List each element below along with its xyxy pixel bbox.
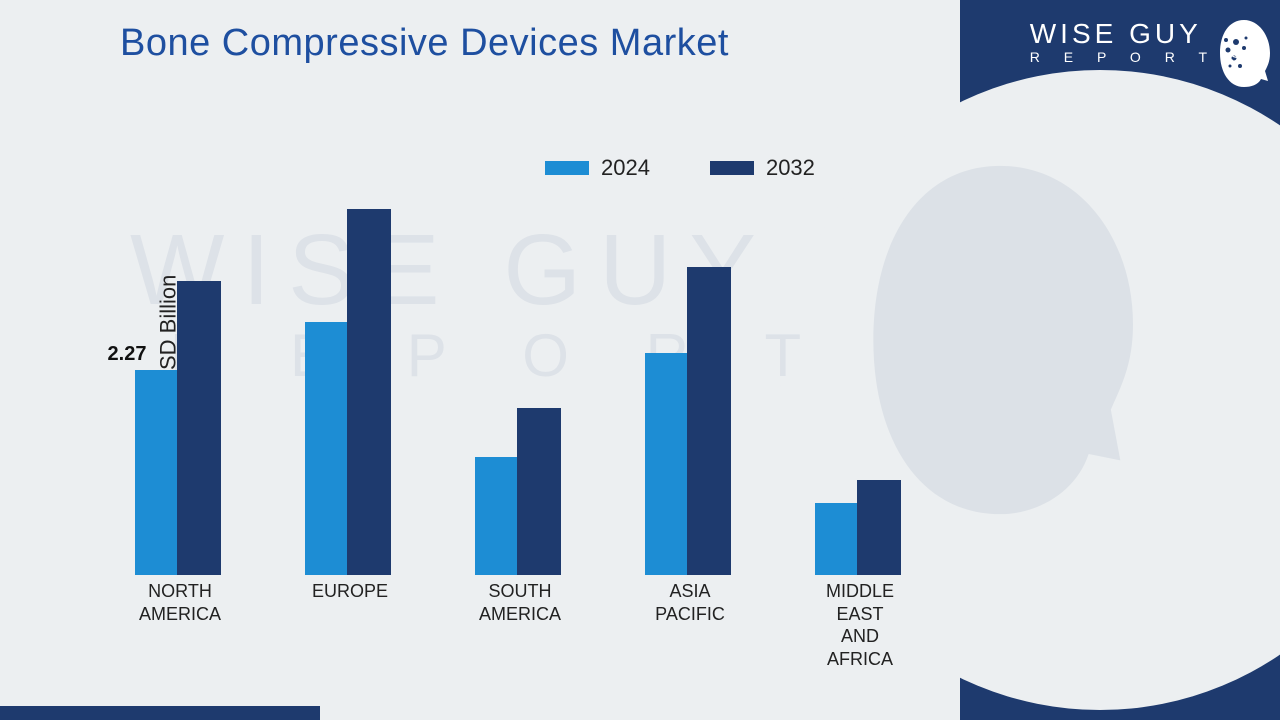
legend-label-2024: 2024 xyxy=(601,155,650,181)
bar-series-a xyxy=(815,503,859,575)
bottom-accent-bar xyxy=(0,706,320,720)
chart-plot-area: 2.27 xyxy=(105,195,935,575)
bar-series-b xyxy=(347,209,391,575)
bar-series-b xyxy=(857,480,901,575)
bar-series-a xyxy=(305,322,349,575)
bar-series-b xyxy=(517,408,561,575)
legend: 2024 2032 xyxy=(545,155,815,181)
legend-item-2032: 2032 xyxy=(710,155,815,181)
legend-swatch-2024 xyxy=(545,161,589,175)
bar-series-a xyxy=(135,370,179,575)
legend-item-2024: 2024 xyxy=(545,155,650,181)
chart-title: Bone Compressive Devices Market xyxy=(120,22,729,65)
category-label: MIDDLEEASTANDAFRICA xyxy=(785,580,935,670)
bar-series-b xyxy=(177,281,221,575)
category-label: NORTHAMERICA xyxy=(105,580,255,625)
logo-line1: WISE GUY xyxy=(1030,20,1250,48)
legend-swatch-2032 xyxy=(710,161,754,175)
logo-text: WISE GUY R E P O R T S xyxy=(1030,20,1250,64)
category-label: EUROPE xyxy=(275,580,425,603)
page-root: WISE GUY R E P O R T S Bone Compressive … xyxy=(0,0,1280,720)
bar-series-b xyxy=(687,267,731,575)
bar-value-label: 2.27 xyxy=(97,343,157,366)
legend-label-2032: 2032 xyxy=(766,155,815,181)
logo-line2: R E P O R T S xyxy=(1030,50,1250,64)
bar-series-a xyxy=(475,457,519,575)
bar-series-a xyxy=(645,353,689,575)
category-label: SOUTHAMERICA xyxy=(445,580,595,625)
category-label: ASIAPACIFIC xyxy=(615,580,765,625)
